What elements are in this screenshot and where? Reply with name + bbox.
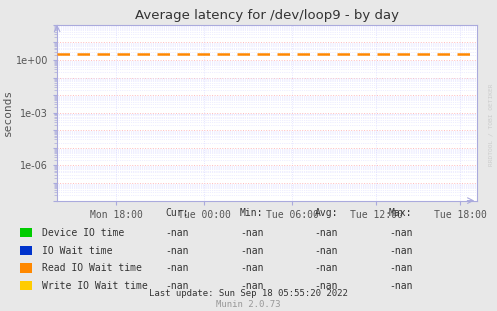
Title: Average latency for /dev/loop9 - by day: Average latency for /dev/loop9 - by day	[135, 9, 399, 22]
Text: RRDTOOL / TOBI OETIKER: RRDTOOL / TOBI OETIKER	[489, 83, 494, 166]
Text: -nan: -nan	[389, 246, 413, 256]
Text: -nan: -nan	[315, 263, 338, 273]
Text: -nan: -nan	[240, 263, 263, 273]
Text: Device IO time: Device IO time	[42, 228, 124, 238]
Text: -nan: -nan	[240, 228, 263, 238]
Text: Read IO Wait time: Read IO Wait time	[42, 263, 142, 273]
Text: Munin 2.0.73: Munin 2.0.73	[216, 300, 281, 309]
Text: -nan: -nan	[315, 246, 338, 256]
Text: Last update: Sun Sep 18 05:55:20 2022: Last update: Sun Sep 18 05:55:20 2022	[149, 289, 348, 298]
Text: -nan: -nan	[315, 281, 338, 291]
Text: Max:: Max:	[389, 208, 413, 218]
Text: -nan: -nan	[240, 281, 263, 291]
Text: -nan: -nan	[166, 281, 189, 291]
Text: -nan: -nan	[389, 281, 413, 291]
Text: -nan: -nan	[240, 246, 263, 256]
Text: -nan: -nan	[166, 263, 189, 273]
Text: Avg:: Avg:	[315, 208, 338, 218]
Text: -nan: -nan	[166, 246, 189, 256]
Text: -nan: -nan	[389, 263, 413, 273]
Text: -nan: -nan	[389, 228, 413, 238]
Text: Cur:: Cur:	[166, 208, 189, 218]
Text: -nan: -nan	[166, 228, 189, 238]
Text: IO Wait time: IO Wait time	[42, 246, 113, 256]
Text: Write IO Wait time: Write IO Wait time	[42, 281, 148, 291]
Y-axis label: seconds: seconds	[3, 89, 13, 136]
Text: -nan: -nan	[315, 228, 338, 238]
Text: Min:: Min:	[240, 208, 263, 218]
